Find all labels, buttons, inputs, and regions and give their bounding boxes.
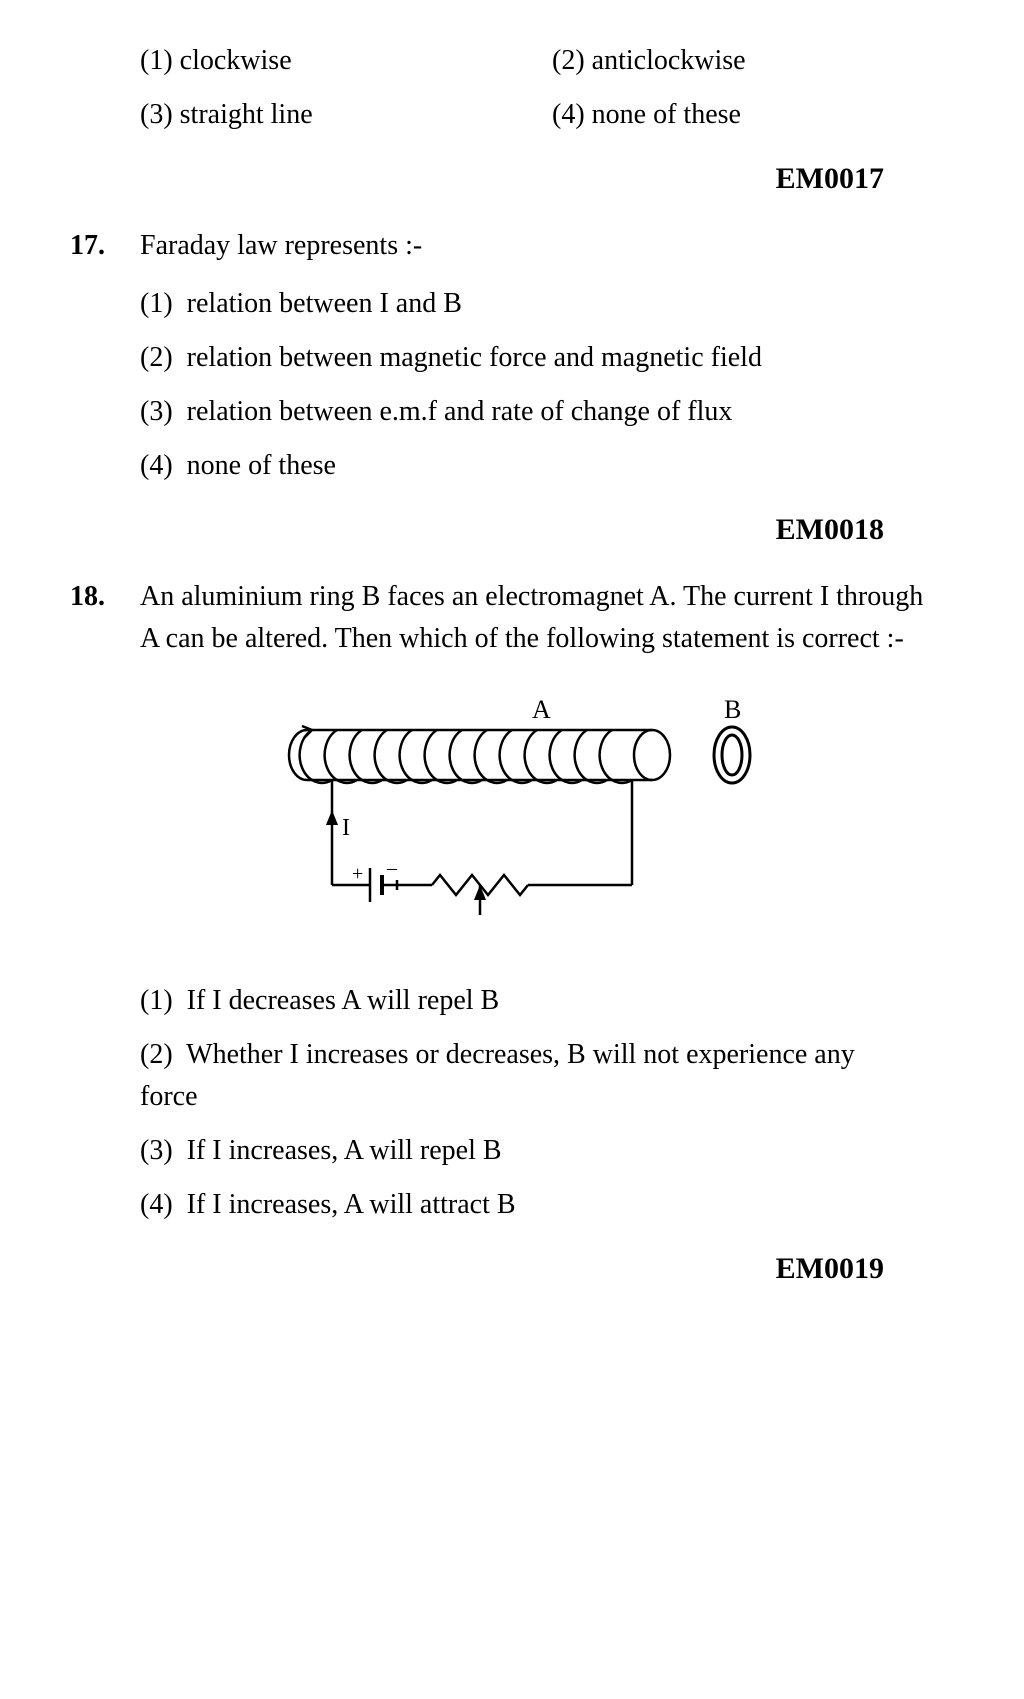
option-num: (1) (140, 288, 173, 319)
q16-option-3: (3) straight line (140, 94, 552, 136)
option-text: If I decreases A will repel B (187, 985, 500, 1016)
q17: 17. Faraday law represents :- (60, 225, 964, 267)
q18-diagram: A B I + – (60, 690, 964, 950)
option-text: If I increases, A will repel B (187, 1135, 502, 1166)
option-text: relation between magnetic force and magn… (187, 342, 762, 373)
option-text: Whether I increases or decreases, B will… (140, 1039, 855, 1112)
option-num: (4) (552, 99, 585, 130)
q18-num: 18. (60, 576, 140, 660)
option-num: (2) (140, 342, 173, 373)
electromagnet-diagram: A B I + – (232, 690, 792, 950)
q18: 18. An aluminium ring B faces an electro… (60, 576, 964, 660)
q17-option-1: (1) relation between I and B (140, 283, 964, 325)
label-A: A (532, 695, 551, 724)
option-text: relation between e.m.f and rate of chang… (187, 396, 733, 427)
option-text: relation between I and B (187, 288, 462, 319)
option-num: (2) (552, 45, 585, 76)
label-I: I (342, 815, 350, 841)
q18-option-4: (4) If I increases, A will attract B (140, 1184, 964, 1226)
label-B: B (724, 695, 741, 724)
q16-options-row1: (1) clockwise (2) anticlockwise (140, 40, 964, 82)
option-text: none of these (592, 99, 741, 130)
option-num: (4) (140, 450, 173, 481)
option-num: (1) (140, 985, 173, 1016)
option-num: (1) (140, 45, 173, 76)
q17-text: Faraday law represents :- (140, 225, 964, 267)
option-num: (2) (140, 1039, 173, 1070)
option-num: (3) (140, 1135, 173, 1166)
q16-option-1: (1) clockwise (140, 40, 552, 82)
q17-option-4: (4) none of these (140, 445, 964, 487)
option-text: straight line (180, 99, 313, 130)
q18-option-2: (2) Whether I increases or decreases, B … (140, 1034, 964, 1118)
q16-code: EM0017 (60, 156, 884, 201)
option-num: (3) (140, 396, 173, 427)
q16-options-row2: (3) straight line (4) none of these (140, 94, 964, 136)
option-num: (4) (140, 1189, 173, 1220)
q18-code: EM0019 (60, 1246, 884, 1291)
q17-option-3: (3) relation between e.m.f and rate of c… (140, 391, 964, 433)
option-text: If I increases, A will attract B (187, 1189, 516, 1220)
q18-text: An aluminium ring B faces an electromagn… (140, 576, 964, 660)
option-text: none of these (187, 450, 336, 481)
label-plus: + (352, 863, 363, 885)
option-num: (3) (140, 99, 173, 130)
q16-option-4: (4) none of these (552, 94, 964, 136)
q18-option-3: (3) If I increases, A will repel B (140, 1130, 964, 1172)
q16-option-2: (2) anticlockwise (552, 40, 964, 82)
q18-option-1: (1) If I decreases A will repel B (140, 980, 964, 1022)
q17-option-2: (2) relation between magnetic force and … (140, 337, 964, 379)
label-minus: – (386, 857, 398, 879)
q17-code: EM0018 (60, 507, 884, 552)
q17-num: 17. (60, 225, 140, 267)
option-text: anticlockwise (592, 45, 746, 76)
option-text: clockwise (180, 45, 292, 76)
